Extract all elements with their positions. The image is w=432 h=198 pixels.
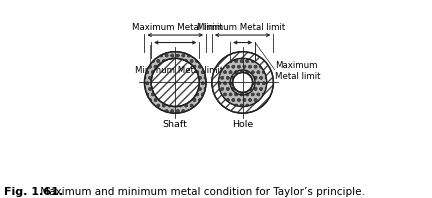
Wedge shape xyxy=(219,58,267,107)
Circle shape xyxy=(232,72,253,92)
Wedge shape xyxy=(144,52,206,113)
Wedge shape xyxy=(212,52,273,113)
Text: Shaft: Shaft xyxy=(163,120,187,129)
Text: Maximum
Metal limit: Maximum Metal limit xyxy=(275,61,321,81)
Text: Hole: Hole xyxy=(232,120,253,129)
Text: Minimum Metal limit: Minimum Metal limit xyxy=(197,23,285,32)
Text: Maximum Metal limit: Maximum Metal limit xyxy=(131,23,222,32)
Text: Fig. 1.61.: Fig. 1.61. xyxy=(4,187,64,197)
Circle shape xyxy=(151,58,199,107)
Text: Maximum and minimum metal condition for Taylor’s principle.: Maximum and minimum metal condition for … xyxy=(37,187,365,197)
Text: Minimum Metal limit: Minimum Metal limit xyxy=(135,66,224,75)
